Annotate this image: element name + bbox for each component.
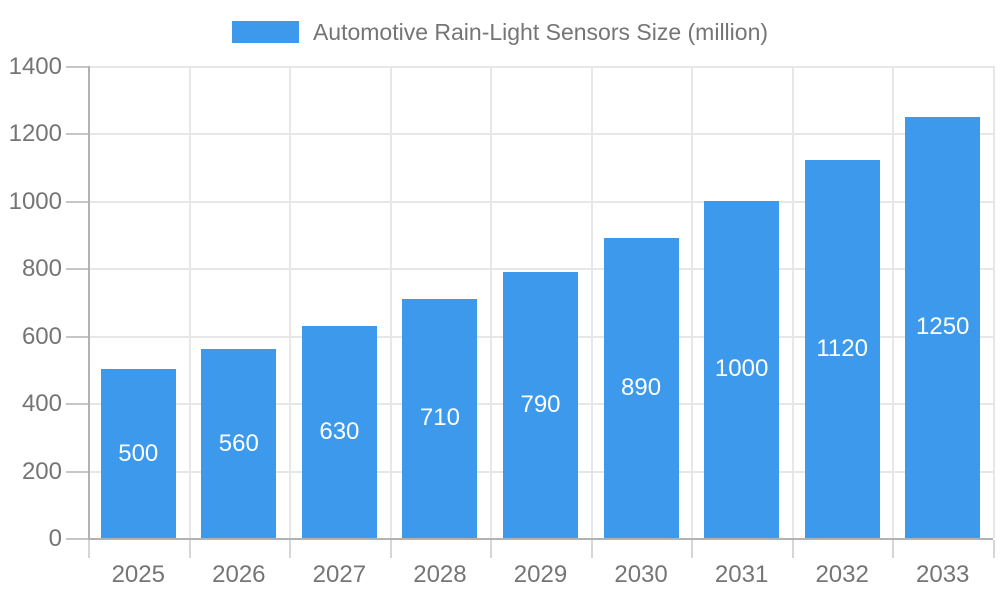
bar-2032[interactable] [804,160,880,538]
grid-line-y-1400 [88,66,993,68]
grid-line-x-6 [691,66,694,538]
bar-label-2027: 630 [319,417,360,445]
x-axis-tick-6 [691,540,694,558]
bar-label-2028: 710 [419,404,460,432]
y-axis-tick-800 [66,268,88,271]
x-axis-label-2032: 2032 [815,561,869,588]
plot-right-border [993,66,995,538]
x-axis-label-2027: 2027 [312,561,367,588]
grid-line-x-3 [389,66,392,538]
grid-line-x-8 [892,66,895,538]
x-axis-label-2025: 2025 [111,561,165,588]
chart-legend[interactable]: Automotive Rain-Light Sensors Size (mill… [0,18,1000,45]
grid-line-y-800 [88,268,993,271]
x-axis-label-2029: 2029 [513,561,568,588]
y-axis-label-800: 800 [21,255,62,283]
x-axis-tick-4 [490,540,493,558]
grid-line-x-2 [289,66,292,538]
y-axis-label-1400: 1400 [8,53,62,80]
grid-line-y-1000 [88,200,993,203]
bar-label-2025: 500 [118,439,159,467]
x-axis-tick-2 [289,540,292,558]
x-axis-tick-3 [389,540,392,558]
x-axis-tick-7 [791,540,794,558]
x-axis-label-2026: 2026 [212,561,266,588]
y-axis-label-400: 400 [21,390,62,418]
x-axis-tick-0 [88,540,90,558]
x-axis-label-2033: 2033 [916,561,970,588]
bar-label-2026: 560 [218,429,259,457]
y-axis-tick-200 [66,470,88,473]
y-axis-label-0: 0 [48,525,62,552]
y-axis-tick-1200 [66,133,88,136]
bar-2031[interactable] [704,200,780,538]
grid-line-x-4 [490,66,493,538]
grid-line-x-5 [590,66,593,538]
bar-label-2033: 1250 [916,313,970,341]
bar-2027[interactable] [301,325,377,538]
bar-2029[interactable] [503,271,578,538]
bar-2025[interactable] [100,369,176,538]
y-axis-tick-0 [66,538,88,540]
bar-label-2031: 1000 [714,355,769,383]
bar-2026[interactable] [201,349,277,538]
x-axis-tick-5 [590,540,593,558]
bar-2030[interactable] [603,237,679,538]
y-axis-label-1200: 1200 [8,120,62,148]
bar-label-2032: 1120 [816,335,868,363]
x-axis-tick-1 [188,540,191,558]
x-axis-label-2028: 2028 [413,561,467,588]
y-axis-tick-1400 [66,66,88,68]
y-axis-tick-400 [66,403,88,406]
y-axis-label-1000: 1000 [8,187,62,215]
legend-swatch-icon [231,21,299,43]
y-axis-line [88,66,90,540]
grid-line-x-1 [188,66,191,538]
grid-line-y-1200 [88,133,993,136]
bar-label-2030: 890 [621,373,662,401]
y-axis-label-600: 600 [21,322,62,350]
x-axis-line [88,538,993,540]
bar-2028[interactable] [402,298,478,538]
x-axis-label-2030: 2030 [614,561,668,588]
y-axis-tick-1000 [66,200,88,203]
bar-label-2029: 790 [520,390,561,418]
legend-label: Automotive Rain-Light Sensors Size (mill… [312,18,769,45]
x-axis-tick-9 [993,540,995,558]
bar-2033[interactable] [905,116,981,538]
x-axis-label-2031: 2031 [714,561,769,588]
y-axis-tick-600 [66,335,88,338]
y-axis-label-200: 200 [21,457,62,485]
x-axis-tick-8 [892,540,895,558]
grid-line-x-7 [791,66,794,538]
